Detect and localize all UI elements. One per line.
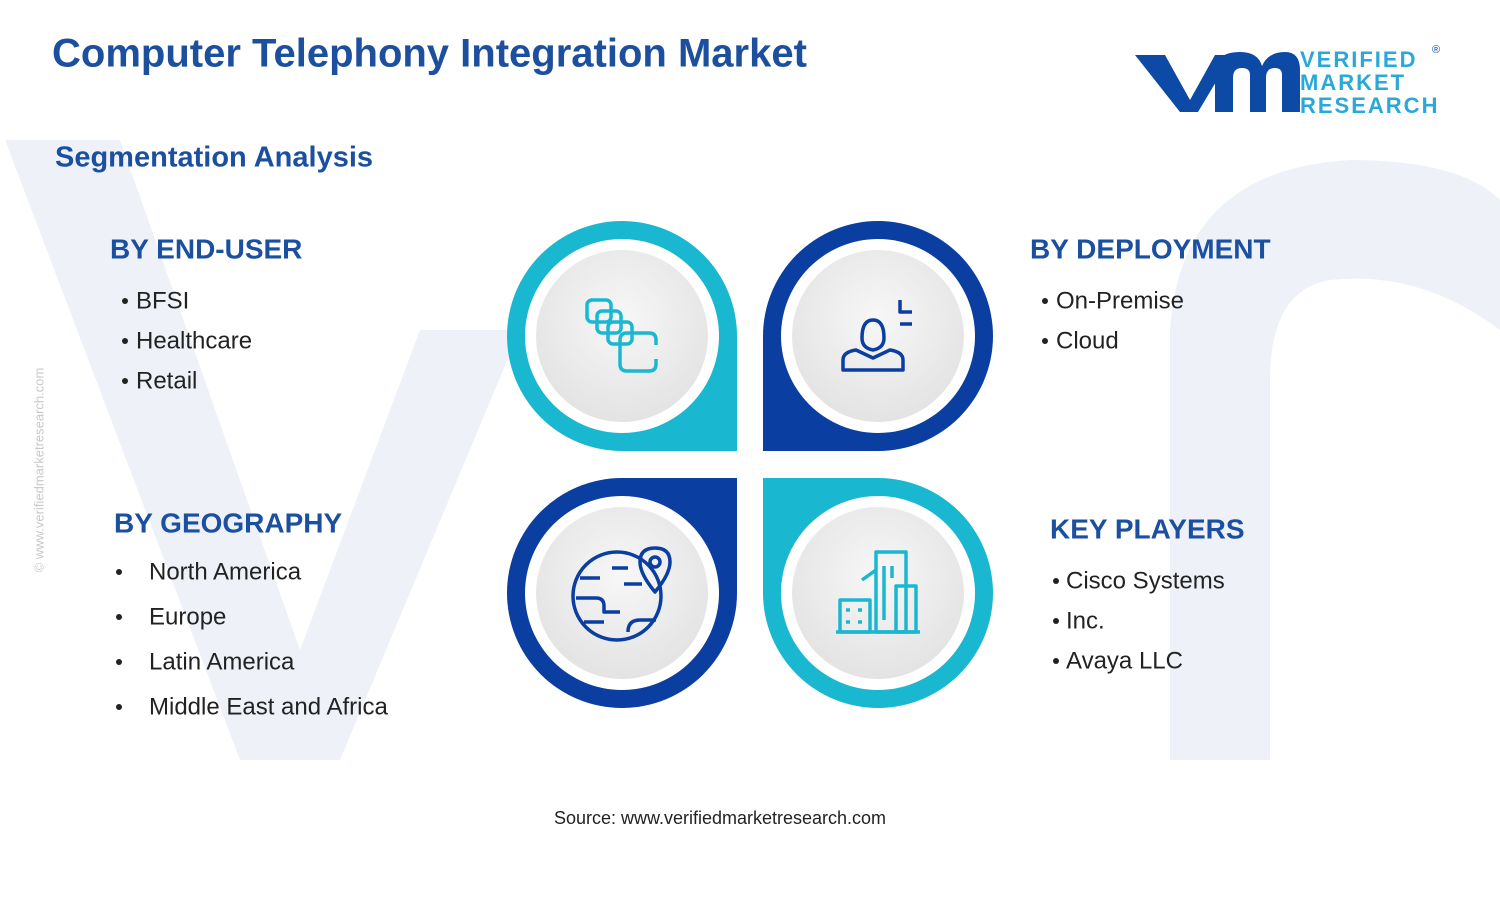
- logo: VERIFIED MARKET RESEARCH ®: [1135, 44, 1440, 118]
- segment-geography: BY GEOGRAPHY North America Europe Latin …: [114, 507, 388, 720]
- logo-text: MARKET: [1300, 70, 1406, 95]
- logo-text: VERIFIED: [1300, 47, 1417, 72]
- segment-item: Retail: [136, 367, 197, 394]
- segment-item: Healthcare: [136, 327, 252, 354]
- quadrants: [507, 221, 993, 708]
- title: Computer Telephony Integration Market: [52, 32, 807, 76]
- segment-title: BY END-USER: [110, 233, 302, 264]
- icons: [571, 298, 920, 642]
- segment-title: KEY PLAYERS: [1050, 513, 1245, 544]
- segment-title: BY GEOGRAPHY: [114, 507, 343, 538]
- segment-item: BFSI: [136, 287, 189, 314]
- segment-item: Inc.: [1066, 607, 1105, 634]
- background-watermark: [5, 140, 1500, 760]
- segment-item: North America: [149, 558, 302, 585]
- segment-item: Latin America: [149, 648, 295, 675]
- segment-item: Cloud: [1056, 327, 1119, 354]
- logo-mark: ®: [1432, 44, 1440, 56]
- segment-item: Avaya LLC: [1066, 647, 1183, 674]
- segment-item: On-Premise: [1056, 287, 1184, 314]
- source: Source: www.verifiedmarketresearch.com: [554, 808, 886, 828]
- segment-item: Cisco Systems: [1066, 567, 1225, 594]
- logo-text: RESEARCH: [1300, 93, 1439, 118]
- subtitle: Segmentation Analysis: [55, 142, 373, 174]
- segment-title: BY DEPLOYMENT: [1030, 233, 1271, 264]
- watermark-text: © www.verifiedmarketresearch.com: [31, 368, 46, 573]
- segment-end-user: BY END-USER BFSI Healthcare Retail: [110, 233, 302, 394]
- segment-item: Middle East and Africa: [149, 693, 388, 720]
- segment-item: Europe: [149, 603, 226, 630]
- segment-deployment: BY DEPLOYMENT On-Premise Cloud: [1030, 233, 1271, 354]
- segment-key-players: KEY PLAYERS Cisco Systems Inc. Avaya LLC: [1050, 513, 1245, 674]
